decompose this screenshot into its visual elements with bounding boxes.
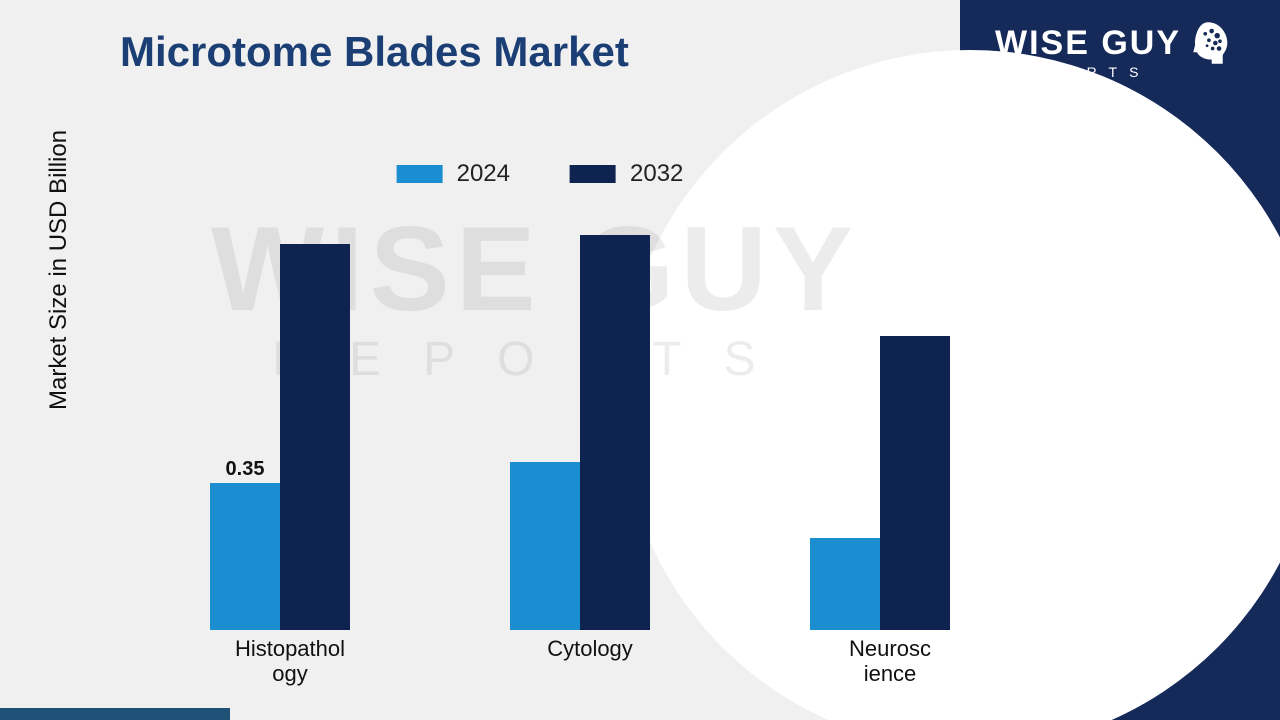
x-tick-label: Neuroscience (800, 630, 980, 687)
legend-swatch-2024 (397, 165, 443, 183)
bottom-strip (0, 708, 230, 720)
brand-logo-line2: REPORTS (995, 64, 1250, 80)
legend-label-2024: 2024 (457, 160, 510, 188)
bar-2024 (510, 462, 580, 630)
plot-area: 0.35HistopathologyCytologyNeuroscience (170, 210, 990, 630)
bar-2032 (580, 235, 650, 630)
chart-card: Microtome Blades Market WISE GUY REPORTS… (0, 0, 1280, 720)
chart-area: Market Size in USD Billion 2024 2032 0.3… (90, 150, 990, 670)
bar-2024 (210, 483, 280, 630)
legend-item-2032: 2032 (570, 160, 683, 188)
legend-item-2024: 2024 (397, 160, 510, 188)
bar-2032 (880, 336, 950, 630)
bar-value-label: 0.35 (210, 458, 280, 481)
legend-swatch-2032 (570, 165, 616, 183)
brand-logo-line1: WISE GUY (995, 24, 1181, 63)
brand-head-icon (1185, 20, 1231, 66)
y-axis-label: Market Size in USD Billion (45, 130, 73, 410)
bar-2032 (280, 244, 350, 630)
legend-label-2032: 2032 (630, 160, 683, 188)
legend: 2024 2032 (397, 160, 684, 188)
brand-logo: WISE GUY REPORTS (995, 20, 1250, 80)
x-tick-label: Cytology (500, 630, 680, 661)
x-tick-label: Histopathology (200, 630, 380, 687)
chart-title: Microtome Blades Market (120, 28, 629, 76)
bar-2024 (810, 538, 880, 630)
